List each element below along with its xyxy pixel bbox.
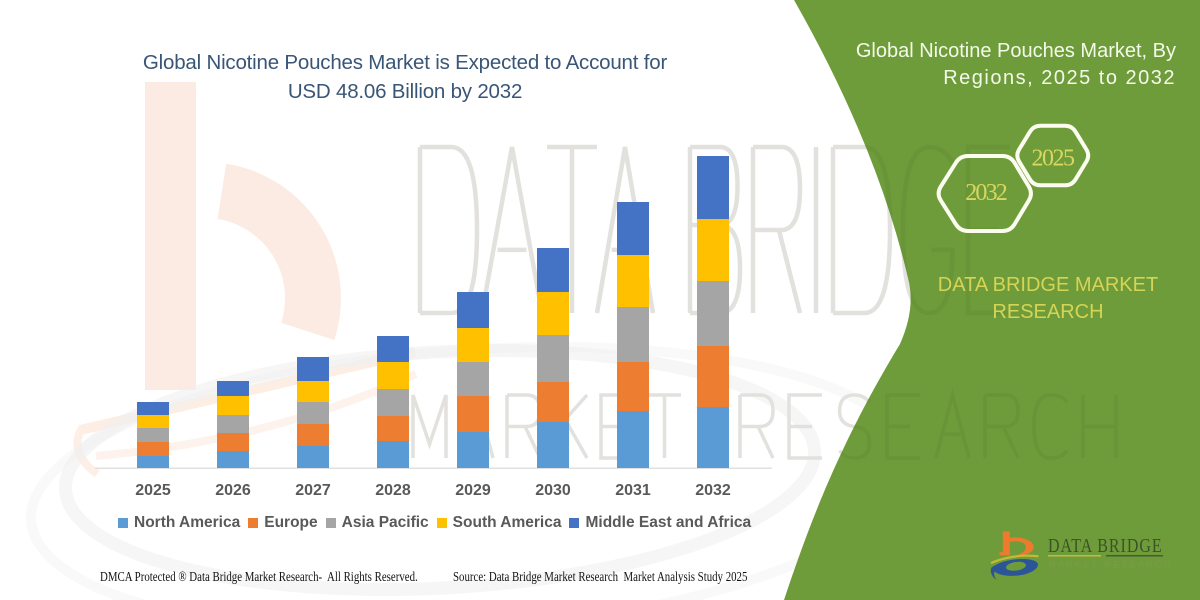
- svg-text:RESEARCH: RESEARCH: [992, 301, 1103, 323]
- svg-text:2025: 2025: [1032, 146, 1076, 172]
- svg-text:DATA BRIDGE MARKET: DATA BRIDGE MARKET: [938, 274, 1158, 296]
- svg-text:2032: 2032: [965, 180, 1008, 206]
- svg-text:MARKET RESEARCH: MARKET RESEARCH: [1049, 559, 1173, 570]
- svg-text:DATA BRIDGE: DATA BRIDGE: [1048, 534, 1163, 556]
